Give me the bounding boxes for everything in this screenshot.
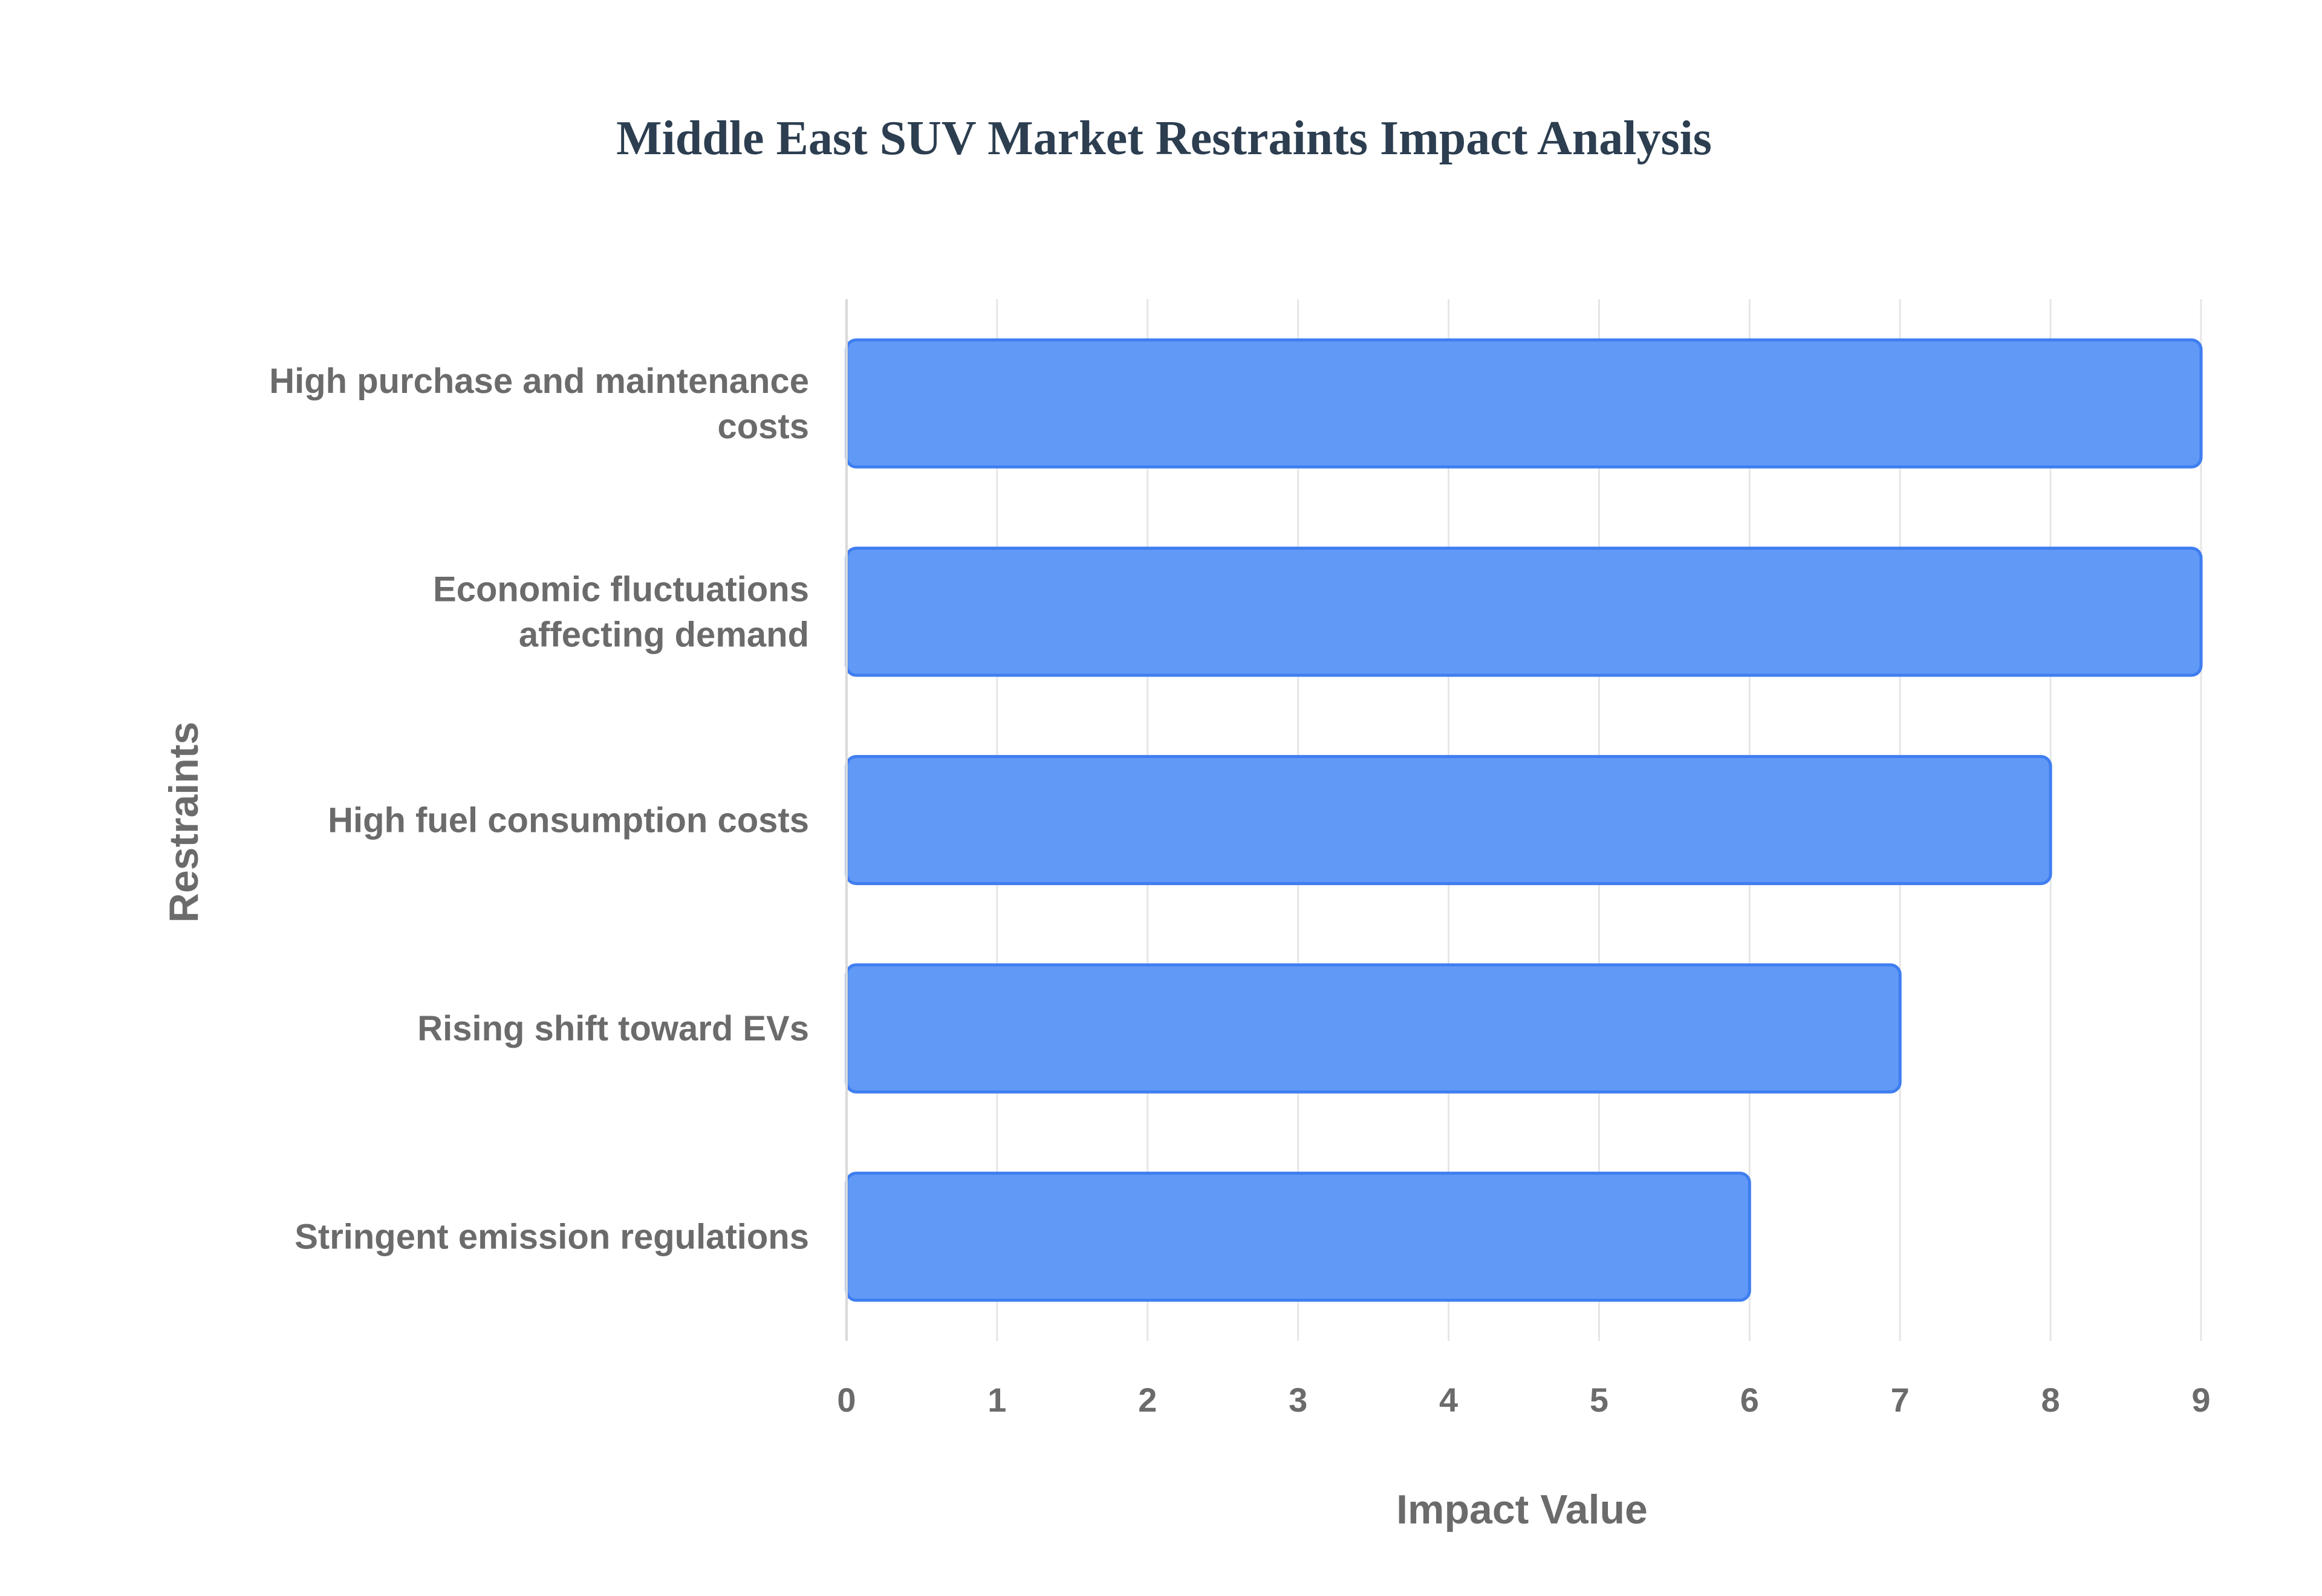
x-tick-label-7: 7 [1891, 1381, 1910, 1419]
category-label-3: High fuel consumption costs [328, 801, 809, 840]
bars [845, 338, 2203, 1302]
category-label-1: High purchase and maintenance costs [269, 362, 809, 446]
x-tick-label-3: 3 [1289, 1381, 1307, 1419]
x-tick-label-5: 5 [1590, 1381, 1608, 1419]
category-label-line: High fuel consumption costs [328, 801, 809, 840]
bar-3 [845, 754, 2052, 886]
category-label-line: Economic fluctuations [433, 569, 809, 609]
bar-4 [845, 963, 1902, 1094]
x-tick-label-1: 1 [987, 1381, 1006, 1419]
category-label-4: Rising shift toward EVs [417, 1009, 809, 1048]
category-label-line: affecting demand [519, 615, 809, 654]
category-label-line: costs [717, 407, 809, 446]
category-labels: High purchase and maintenance costs Econom… [269, 362, 809, 1257]
bar-1 [845, 338, 2203, 469]
x-tick-label-9: 9 [2191, 1381, 2210, 1419]
bar-5 [845, 1172, 1751, 1302]
category-label-2: Economic fluctuations affecting demand [433, 569, 809, 654]
x-tick-label-4: 4 [1439, 1381, 1458, 1419]
x-tick-label-8: 8 [2041, 1381, 2060, 1419]
category-label-5: Stringent emission regulations [294, 1218, 809, 1257]
category-label-line: Stringent emission regulations [294, 1218, 809, 1257]
x-tick-label-6: 6 [1740, 1381, 1759, 1419]
x-tick-label-2: 2 [1138, 1381, 1157, 1419]
y-axis-title: Restraints [161, 722, 207, 923]
category-label-line: High purchase and maintenance [269, 362, 809, 401]
x-axis-title: Impact Value [1396, 1487, 1648, 1533]
x-tick-labels: 0 1 2 3 4 5 6 7 8 9 [837, 1381, 2210, 1419]
x-tick-label-0: 0 [837, 1381, 856, 1419]
category-label-line: Rising shift toward EVs [417, 1009, 809, 1048]
bar-2 [845, 547, 2203, 677]
chart-title: Middle East SUV Market Restraints Impact… [616, 112, 1712, 165]
